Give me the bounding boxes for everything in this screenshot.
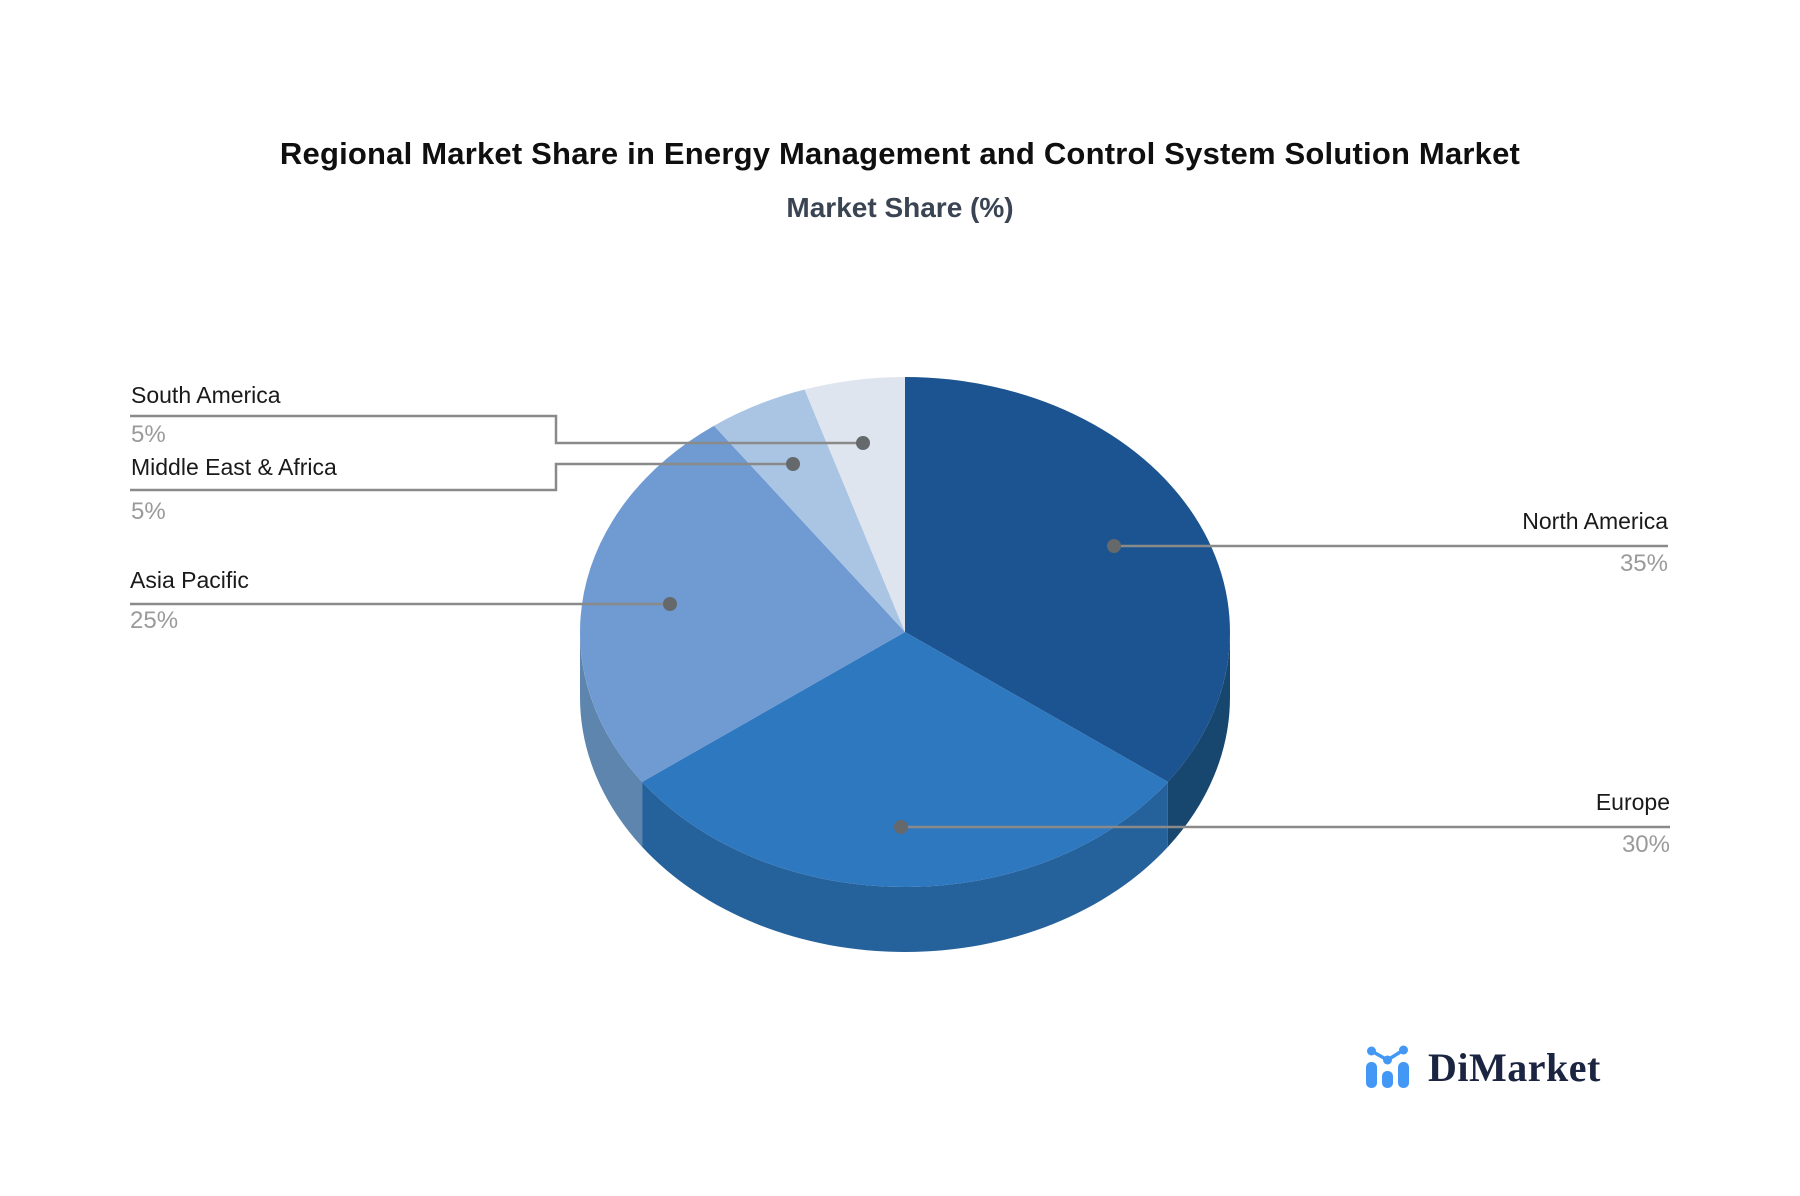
- callout-value-south-america: 5%: [131, 421, 166, 448]
- callout-value-north-america: 35%: [1619, 550, 1668, 577]
- logo-bar: [1366, 1062, 1377, 1088]
- callout-line-middle-east-africa: [130, 462, 793, 492]
- callout-value-middle-east-africa: 5%: [131, 498, 166, 525]
- callout-dot-asia-pacific: [663, 597, 677, 611]
- dimarket-bar-chart-icon: [1366, 1045, 1409, 1088]
- callout-label-asia-pacific: Asia Pacific: [130, 567, 249, 593]
- logo-bar: [1382, 1071, 1393, 1088]
- logo-dot: [1367, 1046, 1376, 1056]
- callout-label-europe: Europe: [1595, 789, 1670, 815]
- logo-dot: [1383, 1055, 1392, 1065]
- chart-subtitle: Market Share (%): [786, 192, 1014, 223]
- logo-dot: [1399, 1045, 1408, 1055]
- callout-dot-europe: [894, 820, 908, 834]
- logo-bar: [1398, 1062, 1409, 1088]
- callout-value-asia-pacific: 25%: [130, 607, 179, 634]
- pie-side-asia-pacific: [580, 632, 643, 847]
- callout-line-south-america: [130, 414, 863, 445]
- callout-dot-south-america: [856, 436, 870, 450]
- callout-label-north-america: North America: [1522, 508, 1668, 534]
- callout-label-middle-east-africa: Middle East & Africa: [131, 454, 337, 480]
- callout-label-south-america: South America: [131, 382, 281, 408]
- pie-slice-south-america[interactable]: [804, 377, 905, 632]
- pie-slice-asia-pacific[interactable]: [580, 425, 905, 782]
- pie-side-north-america: [1167, 632, 1230, 847]
- pie-slice-north-america[interactable]: [905, 377, 1230, 782]
- pie-slice-europe[interactable]: [642, 632, 1168, 887]
- callout-value-europe: 30%: [1621, 831, 1670, 858]
- callout-dot-north-america: [1107, 539, 1121, 553]
- callout-dot-middle-east-africa: [786, 457, 800, 471]
- pie-slice-middle-east-africa[interactable]: [714, 389, 905, 633]
- dimarket-logo-text: DiMarket: [1428, 1045, 1601, 1090]
- dimarket-logo: DiMarket: [1366, 1042, 1601, 1088]
- chart-title: Regional Market Share in Energy Manageme…: [279, 136, 1521, 171]
- pie-side-europe: [642, 781, 1168, 952]
